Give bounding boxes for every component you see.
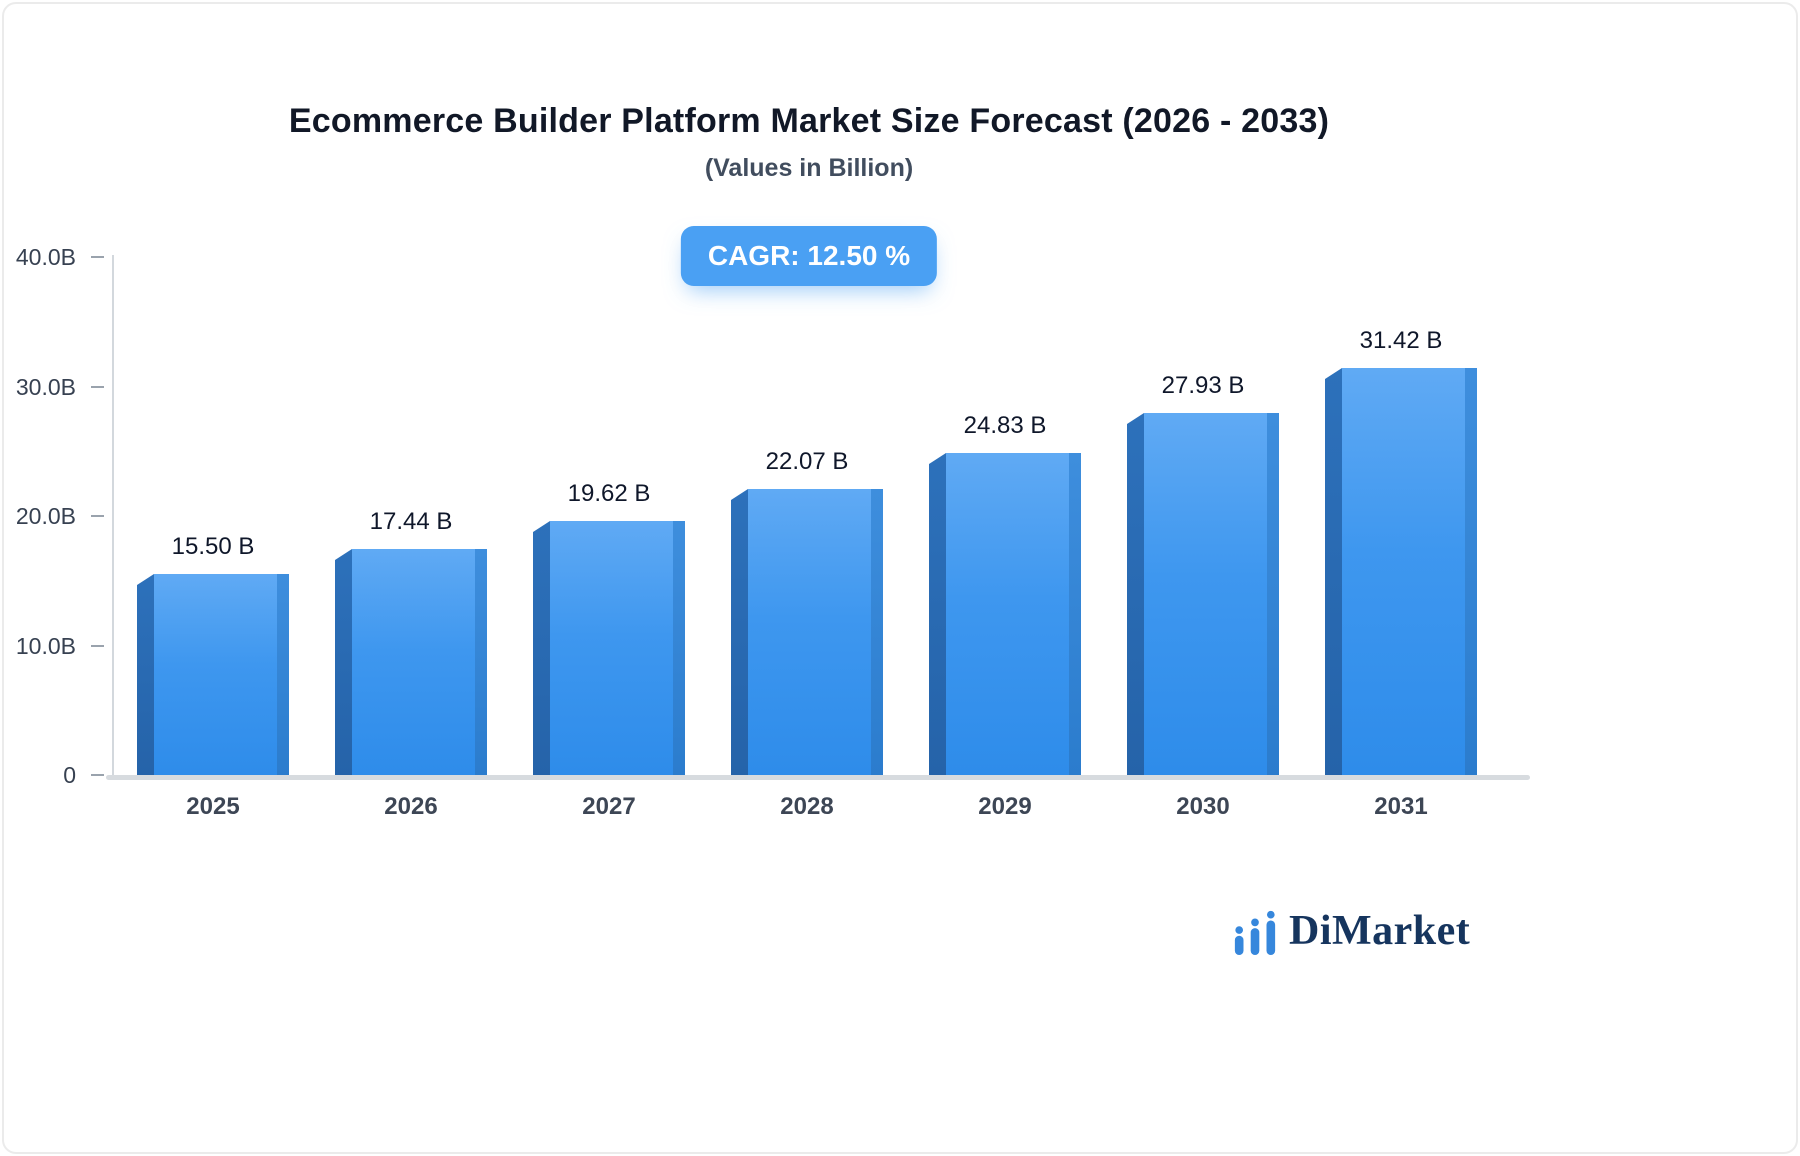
- bar-chart-icon: [1234, 910, 1276, 955]
- bar-front-face: [1144, 413, 1267, 775]
- bar-front-face: [550, 521, 673, 775]
- bar-right-side-face: [871, 489, 883, 775]
- bar-value-label: 27.93 B: [1161, 372, 1245, 399]
- bar-left-side-face: [731, 489, 748, 775]
- bar-value-label: 22.07 B: [765, 448, 849, 475]
- x-axis-tick-label: 2025: [186, 793, 240, 820]
- bar-front-face: [154, 574, 277, 775]
- bar-value-label: 31.42 B: [1359, 327, 1443, 354]
- bar-left-side-face: [1325, 368, 1342, 775]
- cagr-badge: CAGR: 12.50 %: [680, 226, 938, 286]
- bar-right-side-face: [673, 521, 685, 775]
- x-axis-tick-label: 2027: [582, 793, 636, 820]
- y-axis-line: [112, 255, 114, 775]
- bar-2029: [929, 453, 1081, 775]
- bar-front-face: [1342, 368, 1465, 775]
- y-axis-tick-label: 0: [63, 762, 76, 788]
- y-axis-tick-label: 40.0B: [15, 244, 76, 270]
- bar-value-label: 24.83 B: [963, 412, 1047, 439]
- bar-front-face: [748, 489, 871, 775]
- y-axis-tick-mark: [91, 256, 104, 258]
- bar-right-side-face: [277, 574, 289, 775]
- x-axis-tick-label: 2029: [978, 793, 1032, 820]
- x-axis-tick-label: 2028: [780, 793, 834, 820]
- bar-right-side-face: [475, 549, 487, 775]
- y-axis-tick-mark: [91, 385, 104, 388]
- chart-subtitle: (Values in Billion): [704, 154, 914, 182]
- x-axis-tick-label: 2026: [384, 793, 438, 820]
- bar-2027: [533, 521, 685, 775]
- bar-right-side-face: [1465, 368, 1477, 775]
- x-axis-tick-label: 2031: [1374, 793, 1428, 820]
- bar-front-face: [352, 549, 475, 775]
- bar-2031: [1325, 368, 1477, 775]
- bar-value-label: 19.62 B: [567, 480, 651, 507]
- bar-2028: [731, 489, 883, 775]
- brand-logo-text: DiMarket: [1289, 908, 1471, 954]
- bar-left-side-face: [137, 574, 154, 775]
- y-axis-tick-mark: [91, 644, 104, 647]
- chart-title: Ecommerce Builder Platform Market Size F…: [288, 102, 1330, 140]
- y-axis-tick-mark: [91, 515, 104, 517]
- bar-2025: [137, 574, 289, 775]
- bar-right-side-face: [1267, 413, 1279, 775]
- bar-2026: [335, 549, 487, 775]
- bar-2030: [1127, 413, 1279, 775]
- y-axis-tick-label: 20.0B: [15, 503, 76, 529]
- bar-value-label: 15.50 B: [171, 533, 255, 560]
- bar-right-side-face: [1069, 453, 1081, 775]
- bar-value-label: 17.44 B: [369, 508, 453, 535]
- y-axis-tick-mark: [91, 774, 104, 776]
- bar-chart-plot-area: 0 10.0B 20.0B 30.0B 40.0B 15.50 B 2025 17.44 B 2…: [16, 244, 1530, 820]
- x-axis-line: [106, 775, 1530, 780]
- y-axis-tick-label: 30.0B: [15, 373, 76, 400]
- bar-left-side-face: [929, 453, 946, 775]
- brand-logo: DiMarket: [1232, 907, 1470, 955]
- cagr-badge-label: CAGR: 12.50 %: [707, 240, 911, 271]
- bar-left-side-face: [1127, 413, 1144, 775]
- y-axis-tick-label: 10.0B: [15, 632, 76, 659]
- bar-left-side-face: [335, 549, 352, 775]
- x-axis-tick-label: 2030: [1176, 793, 1230, 820]
- bar-left-side-face: [533, 521, 550, 775]
- bar-front-face: [946, 453, 1069, 775]
